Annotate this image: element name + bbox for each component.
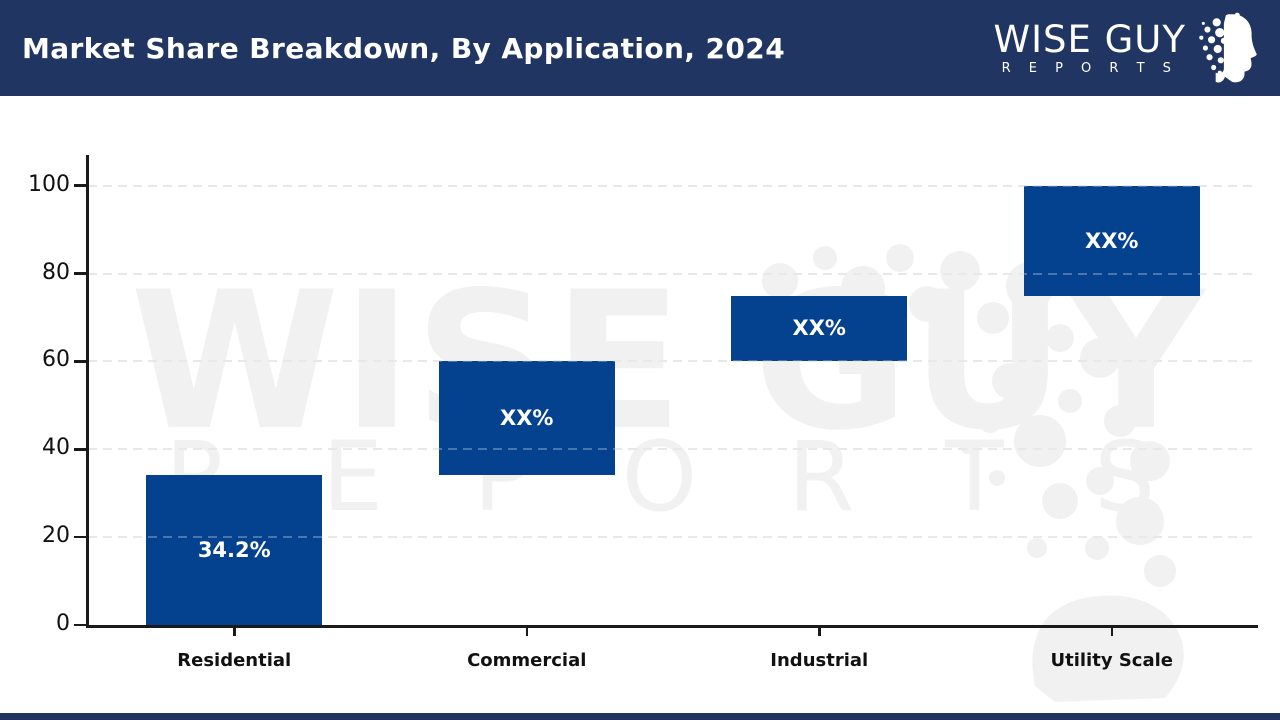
y-tick-label-40: 40: [42, 435, 70, 461]
plot-area: 0 20 40 60 80 100 34.2% Residential XX% Commercia…: [28, 155, 1258, 671]
y-tick-40: [74, 448, 86, 451]
gridline-80: [88, 272, 1258, 275]
gridline-20: [88, 536, 1258, 539]
gridline-overlay-60: [88, 360, 1258, 363]
x-axis-spine: [86, 625, 1258, 628]
y-tick-100: [74, 184, 86, 187]
brand-logo-text: WISE GUY R E P O R T S: [994, 21, 1186, 75]
bar-value-label: XX%: [500, 406, 554, 431]
gridline-overlay-40: [88, 448, 1258, 451]
brand-head-dots-icon: [1199, 12, 1257, 83]
y-tick-60: [74, 360, 86, 363]
x-tick-label-1: Residential: [177, 650, 292, 671]
y-tick-20: [74, 535, 86, 539]
bar-value-label: XX%: [1085, 228, 1139, 253]
x-tick-4: [1110, 627, 1113, 636]
y-axis-spine: [86, 155, 89, 627]
gridline-overlay-20: [88, 536, 1258, 539]
x-tick-2: [525, 627, 528, 636]
x-tick-1: [233, 627, 236, 636]
bar-value-label: 34.2%: [197, 537, 271, 562]
y-tick-label-0: 0: [56, 611, 70, 636]
brand-logo: WISE GUY R E P O R T S: [994, 8, 1264, 88]
page-title: Market Share Breakdown, By Application, …: [22, 31, 786, 65]
y-tick-label-80: 80: [42, 259, 70, 285]
gridline-overlay-100: [88, 184, 1258, 187]
x-tick-label-3: Industrial: [770, 650, 869, 671]
y-tick-label-60: 60: [42, 347, 70, 373]
x-tick-label-2: Commercial: [467, 650, 587, 671]
x-tick-label-4: Utility Scale: [1050, 650, 1174, 671]
y-tick-label-100: 100: [28, 171, 70, 197]
bar-residential: 34.2%: [146, 474, 323, 625]
gridline-overlay-80: [88, 272, 1258, 275]
bar-commercial: XX%: [438, 361, 615, 475]
gridline-100: [88, 184, 1258, 187]
brand-subtitle: R E P O R T S: [1001, 61, 1178, 76]
gridline-40: [88, 448, 1258, 451]
y-tick-80: [74, 272, 86, 275]
header-band: Market Share Breakdown, By Application, …: [0, 0, 1280, 96]
y-tick-label-20: 20: [42, 523, 70, 549]
bar-industrial: XX%: [731, 295, 908, 362]
y-tick-0: [74, 623, 86, 627]
footer-band: [0, 713, 1280, 720]
brand-name: WISE GUY: [993, 18, 1186, 61]
bar-utility-scale: XX%: [1023, 185, 1200, 296]
x-tick-3: [818, 627, 821, 636]
gridline-60: [88, 360, 1258, 363]
bar-value-label: XX%: [792, 316, 846, 341]
